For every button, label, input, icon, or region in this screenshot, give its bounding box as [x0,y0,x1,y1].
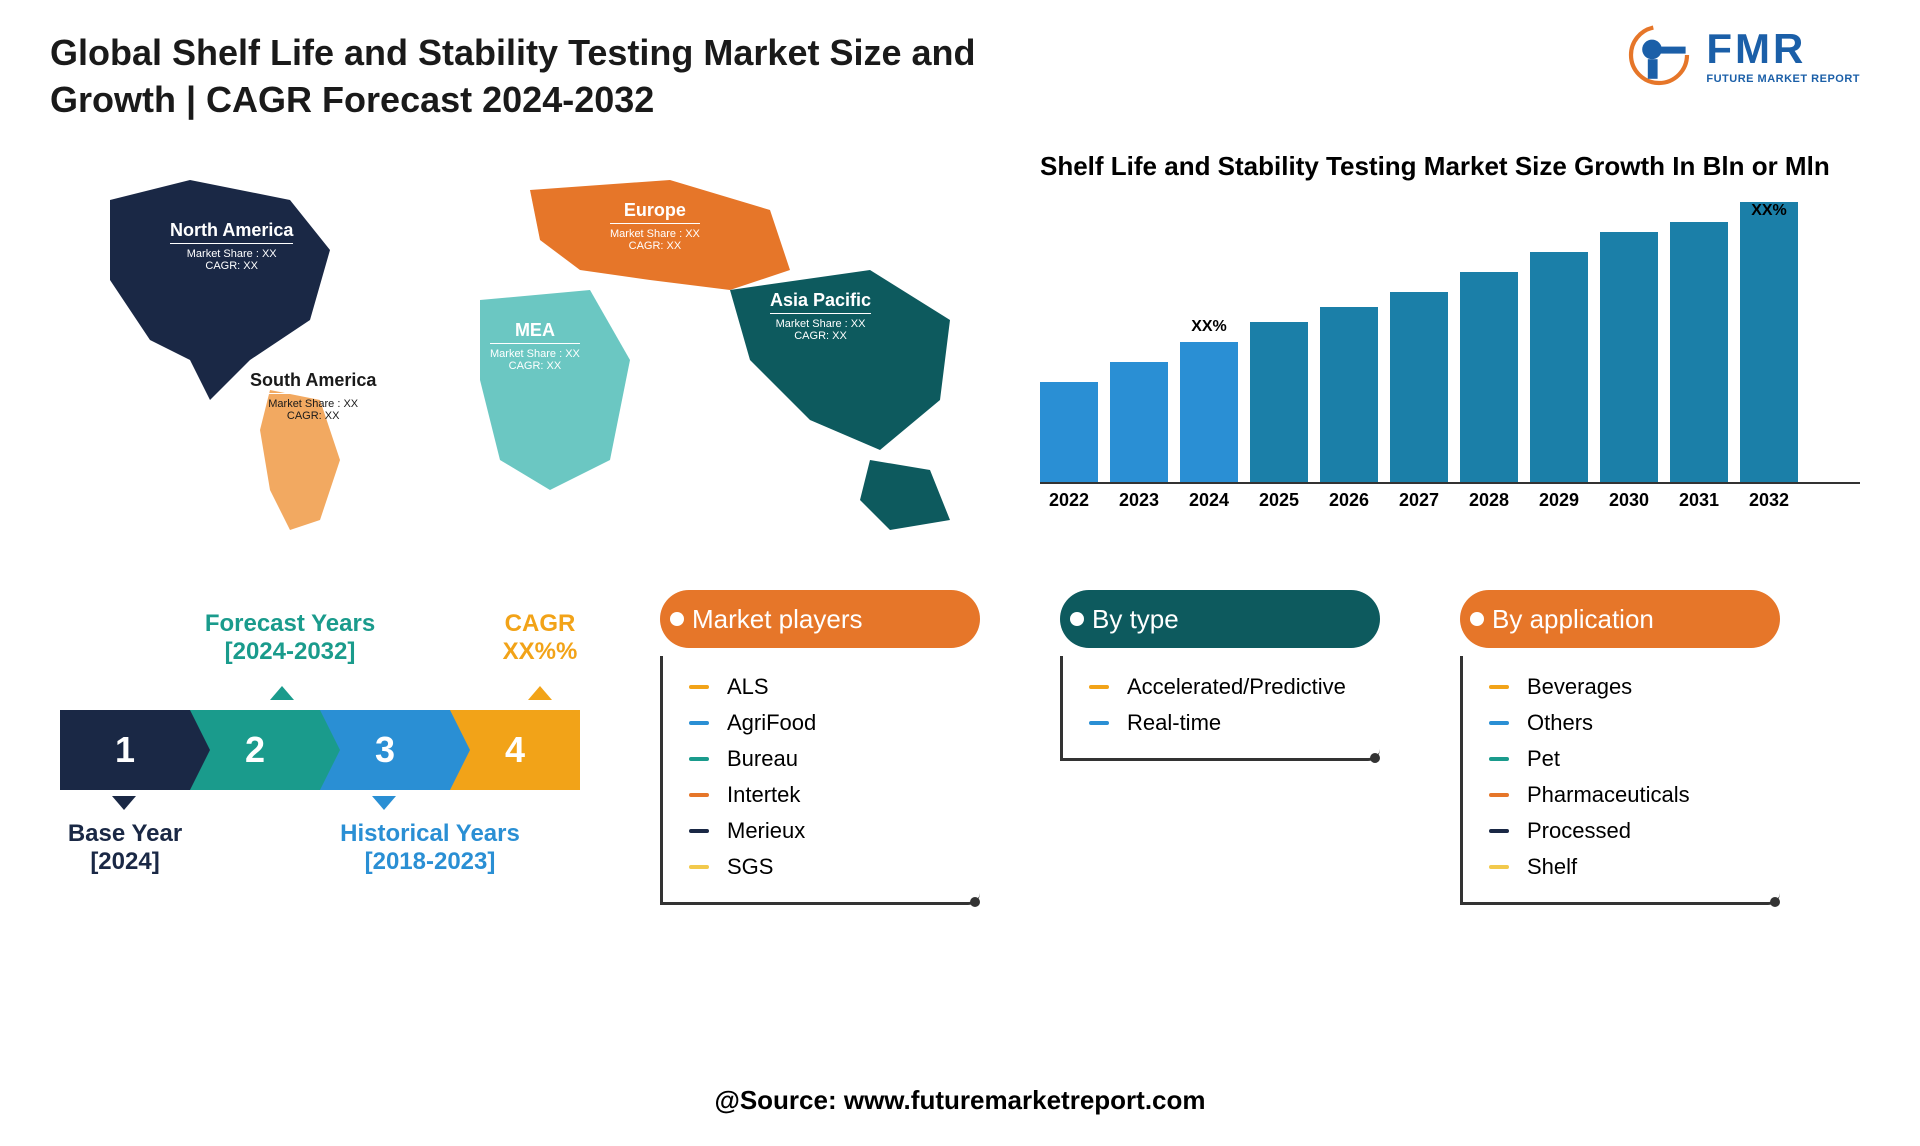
list-item: Beverages [1489,674,1780,700]
source-attribution: @Source: www.futuremarketreport.com [714,1085,1205,1116]
region-asia-pacific: Asia Pacific Market Share : XX CAGR: XX [770,290,871,342]
by-type-pill: By type [1060,590,1380,648]
market-players-col: Market players ALS AgriFood Bureau Intertek… [660,590,1020,907]
bar-2031: 2031 [1670,222,1728,482]
hist-label: Historical Years [2018-2023] [320,820,540,876]
bullet-icon [689,793,709,797]
timeline-bar: 1234 [60,710,580,790]
cagr-label: CAGR XX%% [480,610,600,666]
by-application-col: By application Beverages Others Pet Pharmac… [1460,590,1820,907]
bar-2030: 2030 [1600,232,1658,482]
by-type-list: Accelerated/Predictive Real-time [1060,656,1380,761]
list-item: Merieux [689,818,980,844]
list-item: SGS [689,854,980,880]
bullet-icon [1489,829,1509,833]
by-type-col: By type Accelerated/Predictive Real-time [1060,590,1420,907]
arrow-down-hist [372,796,396,810]
bar-2023: 2023 [1110,362,1168,482]
bar-2029: 2029 [1530,252,1588,482]
logo-sub-text: FUTURE MARKET REPORT [1706,73,1860,85]
arrow-down-base [112,796,136,810]
bar-2025: 2025 [1250,322,1308,482]
world-map: North America Market Share : XX CAGR: XX… [50,160,1000,540]
list-item: Pet [1489,746,1780,772]
by-application-pill: By application [1460,590,1780,648]
bar-2028: 2028 [1460,272,1518,482]
bar-2024: XX%2024 [1180,318,1238,482]
fmr-logo: FMR FUTURE MARKET REPORT [1624,20,1860,90]
list-item: Bureau [689,746,980,772]
bullet-icon [689,721,709,725]
segment-lists: Market players ALS AgriFood Bureau Intertek… [660,590,1820,907]
timeline-segment-1: 1 [60,710,190,790]
chart-bars: 20222023XX%20242025202620272028202920302… [1040,194,1860,484]
region-north-america: North America Market Share : XX CAGR: XX [170,220,293,272]
forecast-label: Forecast Years [2024-2032] [190,610,390,666]
list-item: AgriFood [689,710,980,736]
bullet-icon [689,829,709,833]
list-item: Real-time [1089,710,1380,736]
bullet-icon [1089,721,1109,725]
bullet-icon [1489,757,1509,761]
list-item: Shelf [1489,854,1780,880]
bar-2027: 2027 [1390,292,1448,482]
list-item: Processed [1489,818,1780,844]
bullet-icon [689,757,709,761]
bar-2032: XX%2032 [1740,202,1798,482]
list-item: Pharmaceuticals [1489,782,1780,808]
bullet-icon [689,685,709,689]
by-application-list: Beverages Others Pet Pharmaceuticals Process… [1460,656,1780,905]
list-item: ALS [689,674,980,700]
base-label: Base Year [2024] [60,820,190,876]
list-item: Others [1489,710,1780,736]
list-item: Intertek [689,782,980,808]
bullet-icon [689,865,709,869]
bullet-icon [1089,685,1109,689]
market-players-list: ALS AgriFood Bureau Intertek Merieux SGS [660,656,980,905]
bar-2022: 2022 [1040,382,1098,482]
region-mea: MEA Market Share : XX CAGR: XX [490,320,580,372]
bullet-icon [1489,865,1509,869]
bullet-icon [1489,793,1509,797]
logo-icon [1624,20,1694,90]
logo-fmr-text: FMR [1706,25,1860,73]
arrow-up-cagr [528,686,552,700]
page-title: Global Shelf Life and Stability Testing … [50,30,1100,124]
region-south-america: South America Market Share : XX CAGR: XX [250,370,376,422]
arrow-up-forecast [270,686,294,700]
market-players-pill: Market players [660,590,980,648]
list-item: Accelerated/Predictive [1089,674,1380,700]
growth-bar-chart: Shelf Life and Stability Testing Market … [1040,150,1860,524]
region-europe: Europe Market Share : XX CAGR: XX [610,200,700,252]
bullet-icon [1489,721,1509,725]
chart-title: Shelf Life and Stability Testing Market … [1040,150,1860,184]
bullet-icon [1489,685,1509,689]
bar-2026: 2026 [1320,307,1378,482]
